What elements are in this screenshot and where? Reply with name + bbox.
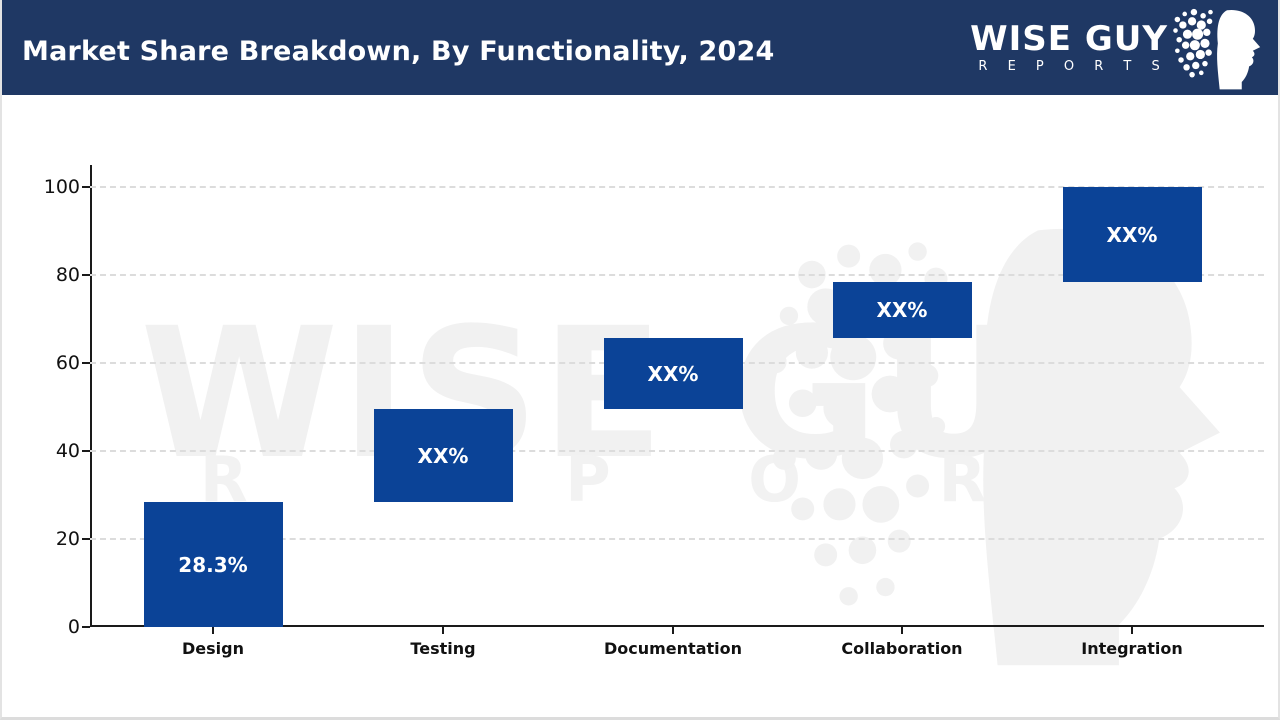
- gridline-40: [90, 450, 1264, 452]
- gridline-100: [90, 186, 1264, 188]
- category-label-design: Design: [182, 639, 244, 658]
- y-tick-mark-80: [82, 274, 90, 276]
- y-tick-label-0: 0: [67, 616, 80, 638]
- wiseguy-logo: WISE GUY R E P O R T S: [970, 5, 1262, 91]
- gridline-80: [90, 274, 1264, 276]
- category-label-testing: Testing: [410, 639, 476, 658]
- y-tick-label-40: 40: [55, 440, 80, 462]
- bar-documentation: XX%: [603, 338, 743, 409]
- category-label-documentation: Documentation: [603, 639, 743, 658]
- x-tick-mark-integration: [1131, 627, 1133, 634]
- y-tick-mark-60: [82, 362, 90, 364]
- bar-value-label-integration: XX%: [1106, 222, 1158, 247]
- y-tick-label-60: 60: [55, 352, 80, 374]
- bar-value-label-testing: XX%: [417, 443, 469, 468]
- category-label-integration: Integration: [1081, 639, 1183, 658]
- category-label-collaboration: Collaboration: [841, 639, 963, 658]
- bar-design: 28.3%: [143, 502, 283, 627]
- y-tick-mark-40: [82, 450, 90, 452]
- header-bar: Market Share Breakdown, By Functionality…: [2, 0, 1278, 95]
- y-tick-mark-0: [82, 626, 90, 628]
- bar-testing: XX%: [373, 408, 513, 503]
- waterfall-chart: 0 20 40 60 80 100 28.3% Design XX% Testing XX% Docu…: [2, 95, 1278, 717]
- bar-collaboration: XX%: [832, 282, 972, 339]
- page-title: Market Share Breakdown, By Functionality…: [22, 36, 775, 67]
- x-tick-mark-testing: [442, 627, 444, 634]
- y-tick-label-20: 20: [55, 528, 80, 550]
- y-tick-mark-20: [82, 538, 90, 540]
- gridline-20: [90, 538, 1264, 540]
- x-axis-line: [90, 625, 1264, 627]
- y-tick-mark-100: [82, 186, 90, 188]
- chart-canvas: WISE GUY R E P O R T S: [2, 95, 1278, 717]
- bar-value-label-design: 28.3%: [178, 552, 248, 577]
- bar-integration: XX%: [1062, 187, 1202, 283]
- logo-wordmark: WISE GUY R E P O R T S: [970, 22, 1168, 74]
- x-tick-mark-collaboration: [901, 627, 903, 634]
- wiseguy-head-icon: [1173, 8, 1261, 89]
- x-tick-mark-design: [212, 627, 214, 634]
- bar-value-label-collaboration: XX%: [876, 298, 928, 323]
- bar-value-label-documentation: XX%: [647, 361, 699, 386]
- y-tick-label-80: 80: [55, 264, 80, 286]
- logo-line1: WISE GUY: [970, 18, 1168, 59]
- y-tick-label-100: 100: [43, 176, 80, 198]
- y-axis-line: [90, 165, 92, 627]
- logo-line2: R E P O R T S: [978, 58, 1168, 74]
- x-tick-mark-documentation: [672, 627, 674, 634]
